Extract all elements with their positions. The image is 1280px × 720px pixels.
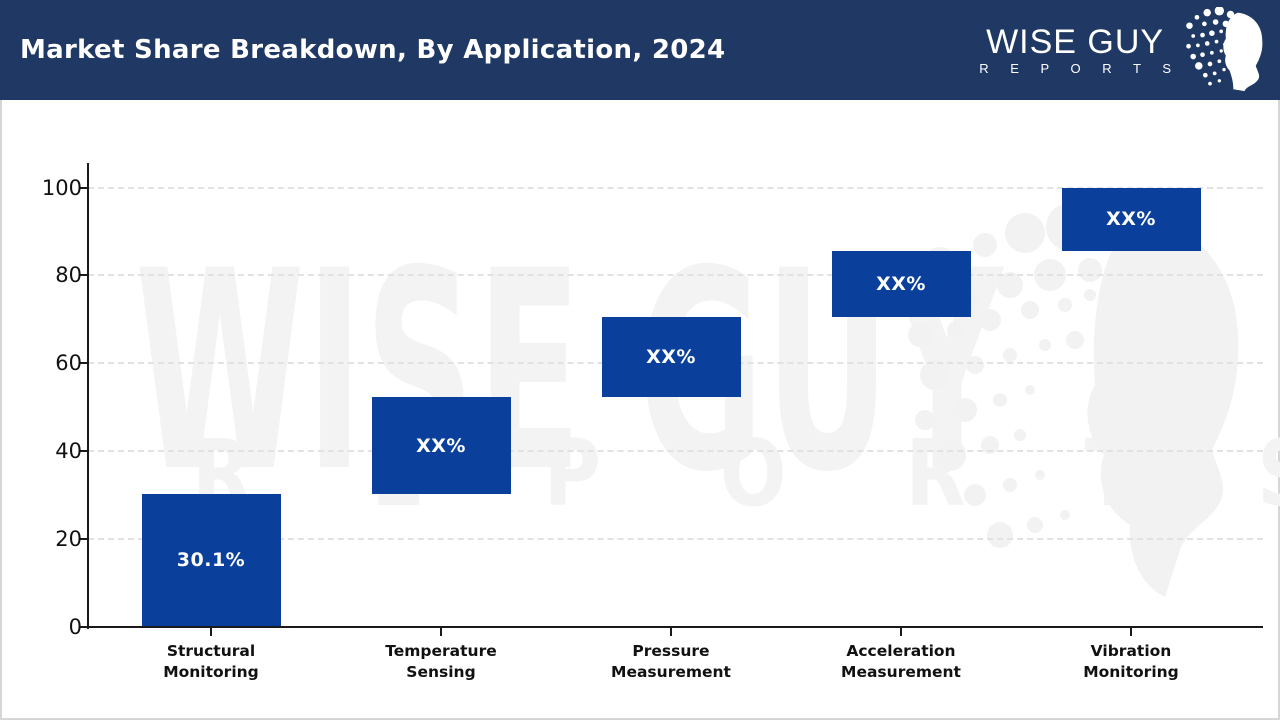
gridline xyxy=(88,537,1263,540)
bar: XX% xyxy=(1061,187,1201,252)
x-tickmark xyxy=(670,628,672,636)
x-tickmark xyxy=(210,628,212,636)
x-tickmark xyxy=(440,628,442,636)
gridline xyxy=(88,449,1263,452)
x-tickmark xyxy=(1130,628,1132,636)
y-tickmark xyxy=(80,274,88,277)
x-category-label: Pressure Measurement xyxy=(611,641,731,681)
x-category-label: Temperature Sensing xyxy=(385,641,497,681)
y-tick-label: 40 xyxy=(55,438,82,463)
y-tick-label: 20 xyxy=(55,526,82,551)
brand-logo: WISE GUY R E P O R T S xyxy=(970,7,1266,93)
y-tickmark xyxy=(80,362,88,365)
header-bar: Market Share Breakdown, By Application, … xyxy=(0,0,1280,100)
brand-subname: R E P O R T S xyxy=(979,61,1180,76)
bar-value-label: 30.1% xyxy=(176,549,246,572)
bar-value-label: XX% xyxy=(646,346,696,369)
y-tick-label: 0 xyxy=(68,614,82,639)
page-title: Market Share Breakdown, By Application, … xyxy=(20,35,726,65)
x-tickmark xyxy=(900,628,902,636)
gridline xyxy=(88,274,1263,277)
bar-value-label: XX% xyxy=(876,273,926,296)
x-category-label: Acceleration Measurement xyxy=(841,641,961,681)
y-tickmark xyxy=(80,186,88,189)
bar-value-label: XX% xyxy=(416,434,466,457)
y-tick-label: 80 xyxy=(55,263,82,288)
bar-value-label: XX% xyxy=(1106,208,1156,231)
brand-logo-text: WISE GUY R E P O R T S xyxy=(970,24,1180,76)
y-tick-label: 100 xyxy=(41,175,82,200)
bar: XX% xyxy=(601,317,741,398)
y-axis-line xyxy=(86,163,89,629)
x-axis-line xyxy=(86,625,1263,628)
y-tickmark xyxy=(80,449,88,452)
x-category-label: Structural Monitoring xyxy=(163,641,259,681)
y-tickmark xyxy=(80,537,88,540)
brand-name: WISE GUY xyxy=(986,23,1165,61)
bar: XX% xyxy=(831,251,971,318)
y-tickmark xyxy=(80,625,88,628)
x-category-label: Vibration Monitoring xyxy=(1083,641,1179,681)
dotted-head-icon xyxy=(1186,7,1263,92)
gridline xyxy=(88,186,1263,189)
bar: 30.1% xyxy=(141,494,281,627)
y-tick-label: 60 xyxy=(55,351,82,376)
bar: XX% xyxy=(371,397,511,495)
